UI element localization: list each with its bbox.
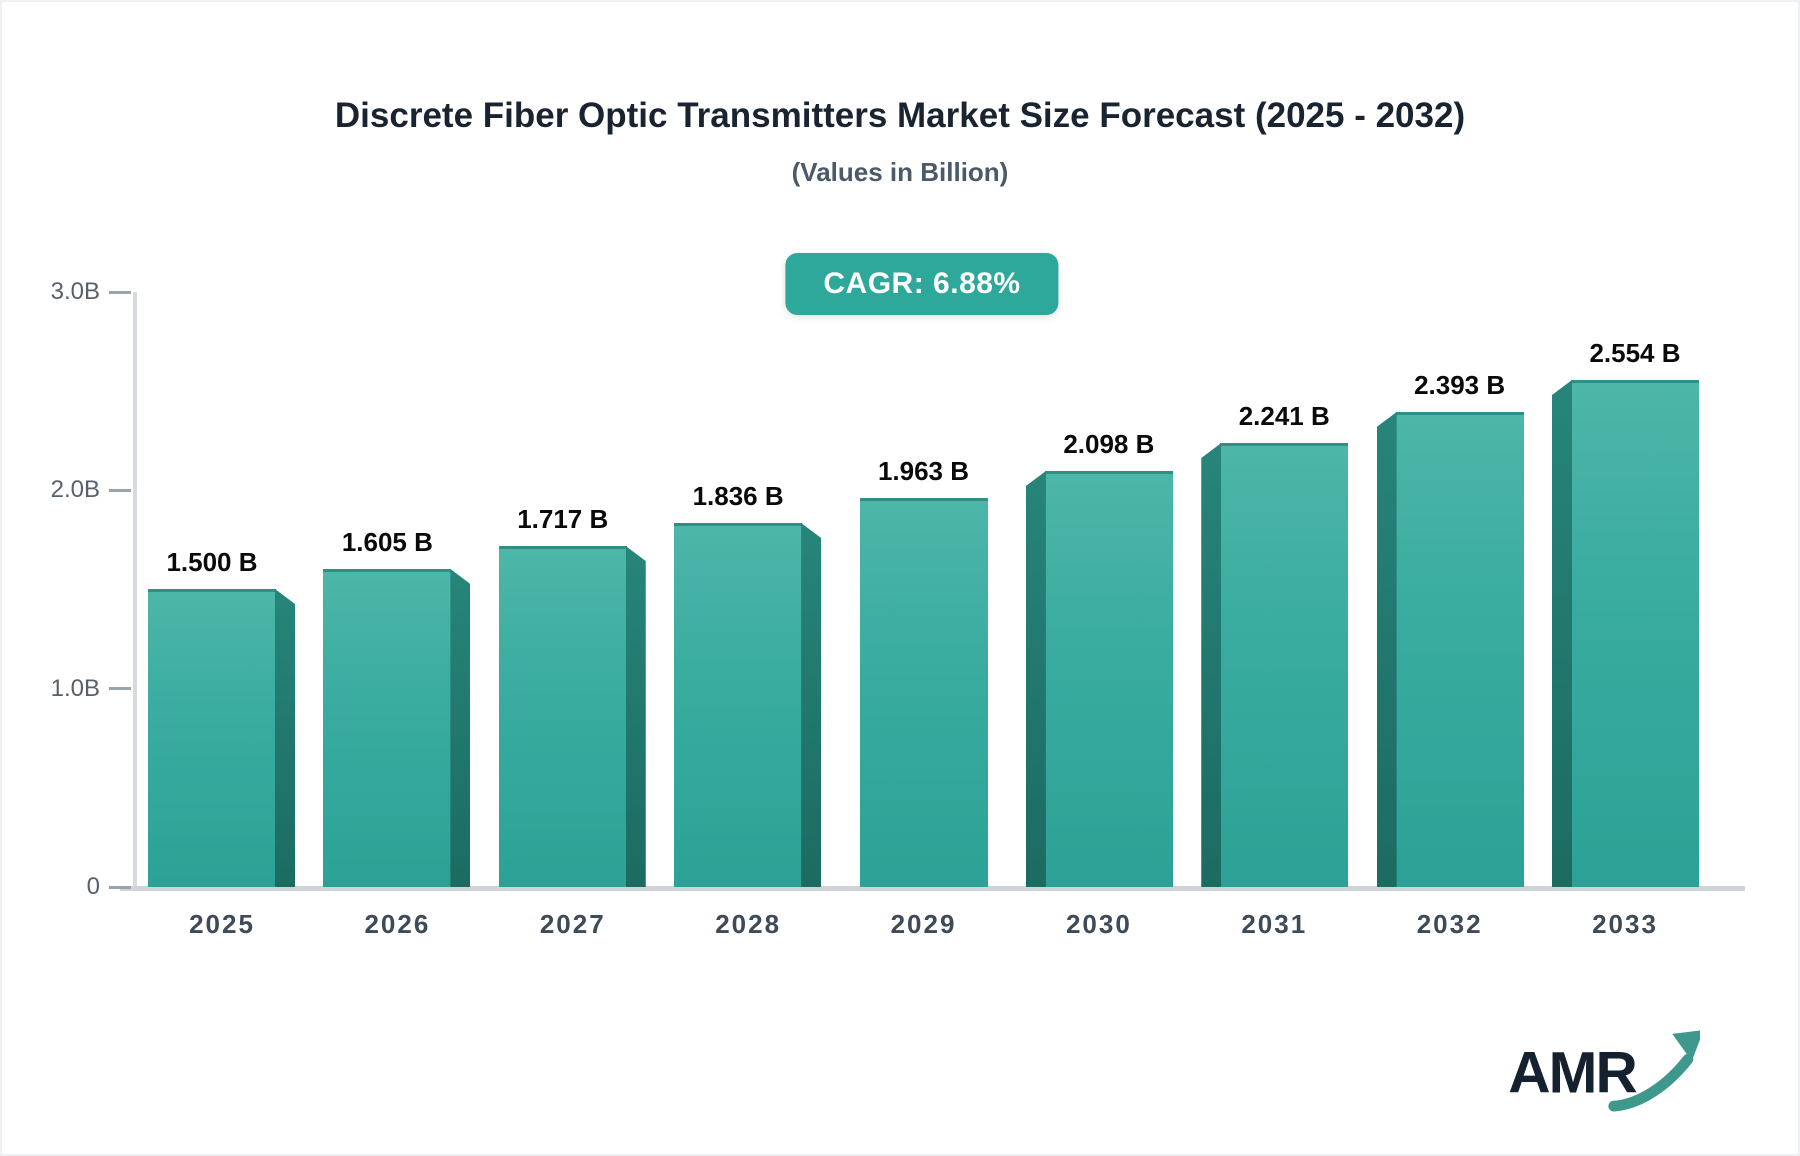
bar [323, 569, 471, 887]
bar-face [323, 569, 452, 887]
x-axis-label: 2025 [189, 909, 255, 939]
bar-group-2026: 1.605 B 2026 [323, 527, 471, 939]
bar-group-2033: 2.554 B 2033 [1551, 338, 1699, 939]
x-axis-label: 2032 [1416, 909, 1483, 939]
bar-value-label: 1.717 B [517, 504, 609, 534]
bar [1025, 471, 1173, 887]
bar-face [498, 546, 627, 887]
logo-text: AMR [1508, 1040, 1637, 1105]
bar-side-face [450, 569, 471, 887]
bar-side-face [275, 589, 295, 887]
y-axis-tick: 3.0B [51, 278, 131, 306]
y-axis-tick-mark [109, 885, 131, 889]
bar-side-face [801, 523, 822, 887]
bars-row: 1.500 B 2025 1.605 B 2026 1.717 B 2027 1.836 B… [148, 292, 1699, 939]
x-axis-label: 2031 [1241, 909, 1308, 939]
bar-side-face [625, 546, 646, 887]
bar [1200, 443, 1349, 887]
x-axis-label: 2026 [364, 909, 431, 939]
bar [1551, 380, 1699, 887]
bar-value-label: 2.554 B [1589, 338, 1681, 368]
bar-face [148, 589, 276, 887]
y-axis-tick: 2.0B [51, 476, 131, 504]
y-axis-tick-mark [109, 290, 131, 294]
bar-group-2025: 1.500 B 2025 [148, 547, 296, 939]
y-axis-label: 0 [86, 873, 100, 900]
bar-value-label: 1.605 B [341, 527, 433, 557]
bar [674, 523, 822, 887]
x-axis-label: 2028 [715, 909, 782, 939]
bar-group-2031: 2.241 B 2031 [1200, 401, 1349, 939]
y-axis-tick: 0 [87, 873, 131, 901]
plot-area: 0 1.0B 2.0B 3.0B 1.500 B 2025 1.605 B 2026 1.71… [51, 278, 1745, 939]
bar [148, 589, 296, 887]
chart-subtitle: (Values in Billion) [791, 157, 1009, 187]
y-axis-label: 1.0B [50, 674, 100, 702]
bar-value-label: 2.241 B [1238, 401, 1330, 431]
bar-group-2029: 1.963 B 2029 [850, 456, 998, 939]
y-axis-tick-mark [109, 687, 131, 691]
x-axis-label: 2030 [1065, 909, 1132, 939]
x-axis-label: 2033 [1592, 909, 1658, 939]
y-axis-tick: 1.0B [51, 675, 131, 703]
y-axis-tick-mark [109, 488, 131, 492]
bar-face [1220, 443, 1349, 887]
bar-group-2027: 1.717 B 2027 [498, 504, 647, 939]
bar-face [1044, 471, 1173, 887]
bar-side-face [1376, 412, 1397, 887]
bar-side-face [1025, 471, 1046, 887]
bar [850, 498, 998, 887]
bar [498, 546, 647, 887]
bar-group-2030: 2.098 B 2030 [1025, 429, 1173, 939]
bar-face [859, 498, 988, 887]
bar-value-label: 2.098 B [1063, 429, 1155, 459]
x-axis-label: 2027 [539, 909, 606, 939]
bar-side-face [1201, 443, 1222, 887]
bar-face [1571, 380, 1699, 887]
bar-value-label: 1.500 B [166, 547, 258, 577]
x-axis-label: 2029 [890, 909, 957, 939]
growth-arrow-icon [1608, 1030, 1704, 1112]
amr-logo: AMR [1504, 1030, 1704, 1112]
cagr-badge: CAGR: 6.88% [785, 253, 1059, 315]
y-axis-label: 2.0B [50, 476, 100, 504]
bar-side-face [1552, 380, 1572, 887]
bar [1376, 412, 1524, 887]
bar-value-label: 1.963 B [877, 456, 970, 486]
x-axis-line [120, 886, 1745, 891]
amr-logo-graphic: AMR [1508, 1030, 1704, 1112]
y-axis-label: 3.0B [50, 278, 100, 305]
chart-title: Discrete Fiber Optic Transmitters Market… [334, 96, 1466, 135]
bar-face [674, 523, 803, 887]
y-axis-line [133, 292, 137, 887]
bar-value-label: 2.393 B [1414, 370, 1506, 400]
bar-face [1395, 412, 1524, 887]
bar-group-2032: 2.393 B 2032 [1376, 370, 1524, 939]
bar-value-label: 1.836 B [692, 481, 784, 511]
bar-group-2028: 1.836 B 2028 [674, 481, 822, 939]
